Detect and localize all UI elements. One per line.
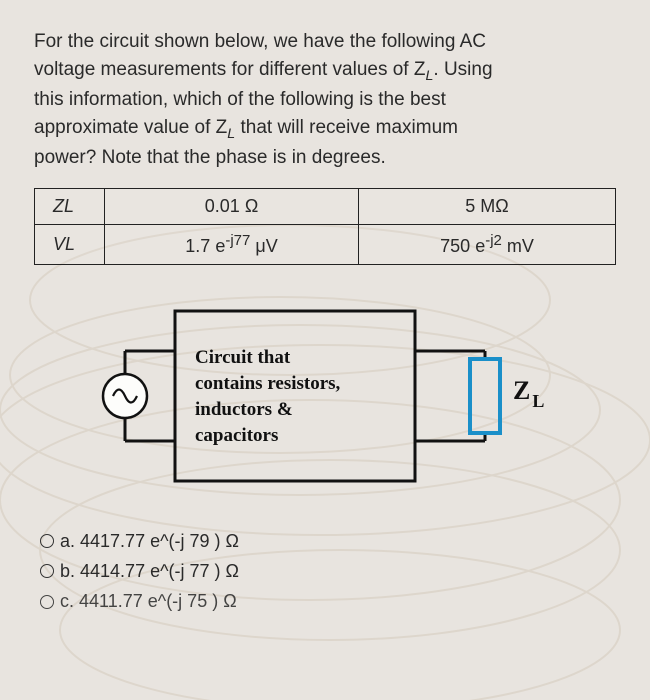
load-label: ZL [513, 376, 544, 411]
circuit-diagram: ZL Circuit that contains resistors, indu… [65, 291, 585, 501]
svg-text:inductors &: inductors & [195, 399, 293, 420]
radio-icon [40, 534, 54, 548]
option-c-cutoff: c. 4411.77 e^(-j 75 ) Ω [40, 591, 616, 612]
svg-text:contains resistors,: contains resistors, [195, 373, 341, 394]
load-box [470, 359, 500, 433]
option-label: a. 4417.77 e^(-j 79 ) Ω [60, 531, 239, 552]
question-text: For the circuit shown below, we have the… [34, 28, 616, 172]
svg-text:capacitors: capacitors [195, 425, 278, 446]
option-label: b. 4414.77 e^(-j 77 ) Ω [60, 561, 239, 582]
radio-icon [40, 564, 54, 578]
circuit-box [175, 311, 415, 481]
option-a[interactable]: a. 4417.77 e^(-j 79 ) Ω [40, 531, 616, 552]
answer-options: a. 4417.77 e^(-j 79 ) Ω b. 4414.77 e^(-j… [40, 531, 616, 582]
option-b[interactable]: b. 4414.77 e^(-j 77 ) Ω [40, 561, 616, 582]
measurements-table: ZL 0.01 Ω 5 MΩ VL 1.7 e-j77 μV 750 e-j2 … [34, 188, 616, 265]
table-row: VL 1.7 e-j77 μV 750 e-j2 mV [35, 224, 616, 264]
svg-text:Circuit that: Circuit that [195, 347, 291, 368]
table-row: ZL 0.01 Ω 5 MΩ [35, 188, 616, 224]
